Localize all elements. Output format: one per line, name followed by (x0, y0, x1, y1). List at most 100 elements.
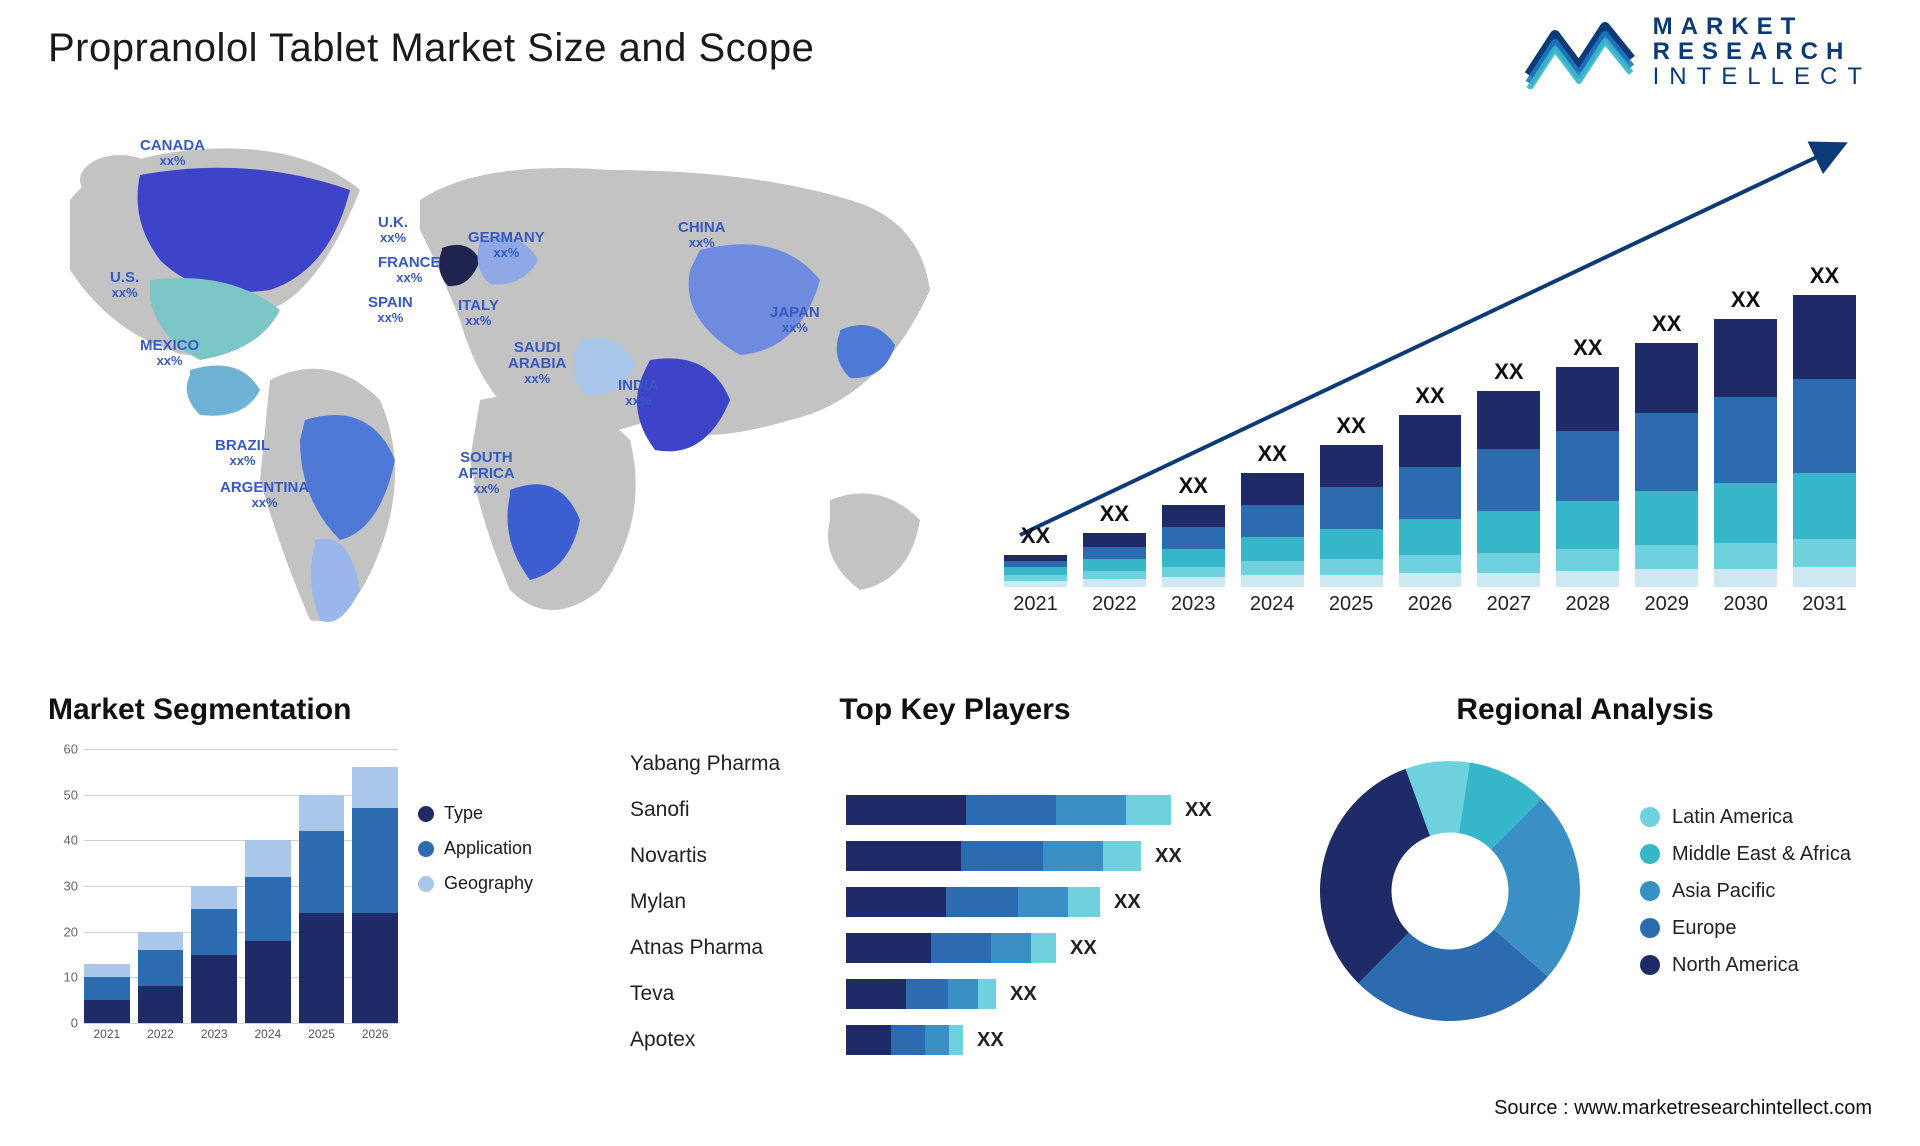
segmentation-chart: 0102030405060 202120222023202420252026 (48, 749, 398, 1049)
brand-logo: MARKET RESEARCH INTELLECT (1525, 14, 1872, 90)
legend-label: North America (1672, 954, 1799, 977)
growth-bar-value: XX (1573, 335, 1602, 361)
player-row: XX (846, 925, 1280, 971)
growth-x-label: 2027 (1477, 593, 1540, 625)
brand-logo-mark-icon (1525, 15, 1635, 89)
map-label: FRANCExx% (378, 255, 441, 284)
seg-bar-segment (245, 877, 291, 941)
growth-bar: XX (1714, 287, 1777, 587)
segmentation-title: Market Segmentation (48, 693, 568, 727)
growth-bar-segment (1714, 483, 1777, 543)
growth-bar-segment (1477, 511, 1540, 553)
growth-bar-segment (1083, 571, 1146, 579)
growth-bar-segment (1556, 431, 1619, 501)
growth-bar-segment (1793, 567, 1856, 587)
player-bar-segment (846, 979, 906, 1009)
growth-bar: XX (1635, 311, 1698, 587)
growth-bar-segment (1477, 573, 1540, 587)
growth-bar-segment (1241, 561, 1304, 575)
growth-x-label: 2021 (1004, 593, 1067, 625)
segmentation-legend: TypeApplicationGeography (418, 789, 533, 908)
seg-legend-item: Geography (418, 873, 533, 894)
growth-bar-segment (1241, 473, 1304, 505)
growth-bar: XX (1083, 501, 1146, 587)
growth-bar: XX (1399, 383, 1462, 587)
player-name: Yabang Pharma (630, 741, 820, 787)
seg-x-label: 2024 (245, 1027, 291, 1049)
growth-bar-segment (1793, 295, 1856, 379)
growth-x-label: 2022 (1083, 593, 1146, 625)
player-name: Novartis (630, 833, 820, 879)
growth-bar-segment (1083, 533, 1146, 547)
growth-bar-segment (1320, 529, 1383, 559)
growth-bar-segment (1793, 379, 1856, 473)
growth-bar: XX (1477, 359, 1540, 587)
player-row: XX (846, 879, 1280, 925)
player-name: Apotex (630, 1017, 820, 1063)
map-label: INDIAxx% (618, 378, 659, 407)
legend-label: Latin America (1672, 806, 1793, 829)
donut-legend-item: Middle East & Africa (1640, 843, 1851, 866)
player-bar-segment (1126, 795, 1171, 825)
legend-swatch-icon (1640, 955, 1660, 975)
seg-bar (299, 795, 345, 1023)
players-panel: Top Key Players Yabang PharmaSanofiNovar… (630, 693, 1280, 1073)
seg-x-label: 2026 (352, 1027, 398, 1049)
legend-label: Europe (1672, 917, 1737, 940)
player-row: XX (846, 787, 1280, 833)
player-bar (846, 933, 1056, 963)
growth-bar-segment (1399, 555, 1462, 573)
growth-bar-segment (1477, 553, 1540, 573)
map-label: ARGENTINAxx% (220, 480, 309, 509)
legend-label: Application (444, 838, 532, 859)
growth-bar-segment (1162, 577, 1225, 587)
donut-legend: Latin America Middle East & Africa Asia Pa… (1640, 792, 1851, 991)
player-bar-segment (906, 979, 948, 1009)
growth-bar-segment (1004, 567, 1067, 575)
player-bar-segment (846, 933, 931, 963)
seg-bar-segment (299, 913, 345, 1023)
player-bar-segment (1056, 795, 1126, 825)
seg-y-tick: 10 (48, 970, 78, 985)
growth-bar-segment (1241, 537, 1304, 561)
player-bar-segment (931, 933, 991, 963)
seg-y-tick: 50 (48, 787, 78, 802)
seg-bar (138, 932, 184, 1023)
growth-bar-segment (1399, 573, 1462, 587)
growth-bar-segment (1714, 569, 1777, 587)
seg-bar-segment (245, 840, 291, 877)
growth-bar-segment (1635, 545, 1698, 569)
donut-legend-item: North America (1640, 954, 1851, 977)
player-bar-segment (948, 979, 978, 1009)
player-bar (846, 795, 1171, 825)
growth-bar-segment (1162, 505, 1225, 527)
page-root: Propranolol Tablet Market Size and Scope… (0, 0, 1920, 1146)
legend-swatch-icon (418, 876, 434, 892)
player-value: XX (1155, 845, 1182, 868)
growth-x-label: 2026 (1399, 593, 1462, 625)
map-label: ITALYxx% (458, 298, 499, 327)
legend-label: Asia Pacific (1672, 880, 1775, 903)
seg-y-tick: 0 (48, 1016, 78, 1031)
growth-bar-segment (1477, 449, 1540, 511)
growth-bar: XX (1004, 523, 1067, 587)
growth-x-label: 2029 (1635, 593, 1698, 625)
players-names: Yabang PharmaSanofiNovartisMylanAtnas Ph… (630, 741, 820, 1063)
legend-swatch-icon (1640, 844, 1660, 864)
map-label: SAUDIARABIAxx% (508, 340, 566, 385)
world-map-svg (50, 120, 950, 660)
growth-bar: XX (1241, 441, 1304, 587)
growth-bar-segment (1320, 559, 1383, 575)
player-bar-segment (946, 887, 1018, 917)
growth-x-label: 2030 (1714, 593, 1777, 625)
growth-bar: XX (1556, 335, 1619, 587)
world-map: CANADAxx%U.S.xx%MEXICOxx%BRAZILxx%ARGENT… (50, 120, 950, 660)
seg-bar-segment (191, 955, 237, 1024)
growth-bar-value: XX (1652, 311, 1681, 337)
seg-bar-segment (191, 886, 237, 909)
growth-bar-segment (1556, 549, 1619, 571)
growth-bar-value: XX (1100, 501, 1129, 527)
seg-bar (245, 840, 291, 1023)
growth-bar-segment (1162, 527, 1225, 549)
growth-bar-value: XX (1179, 473, 1208, 499)
